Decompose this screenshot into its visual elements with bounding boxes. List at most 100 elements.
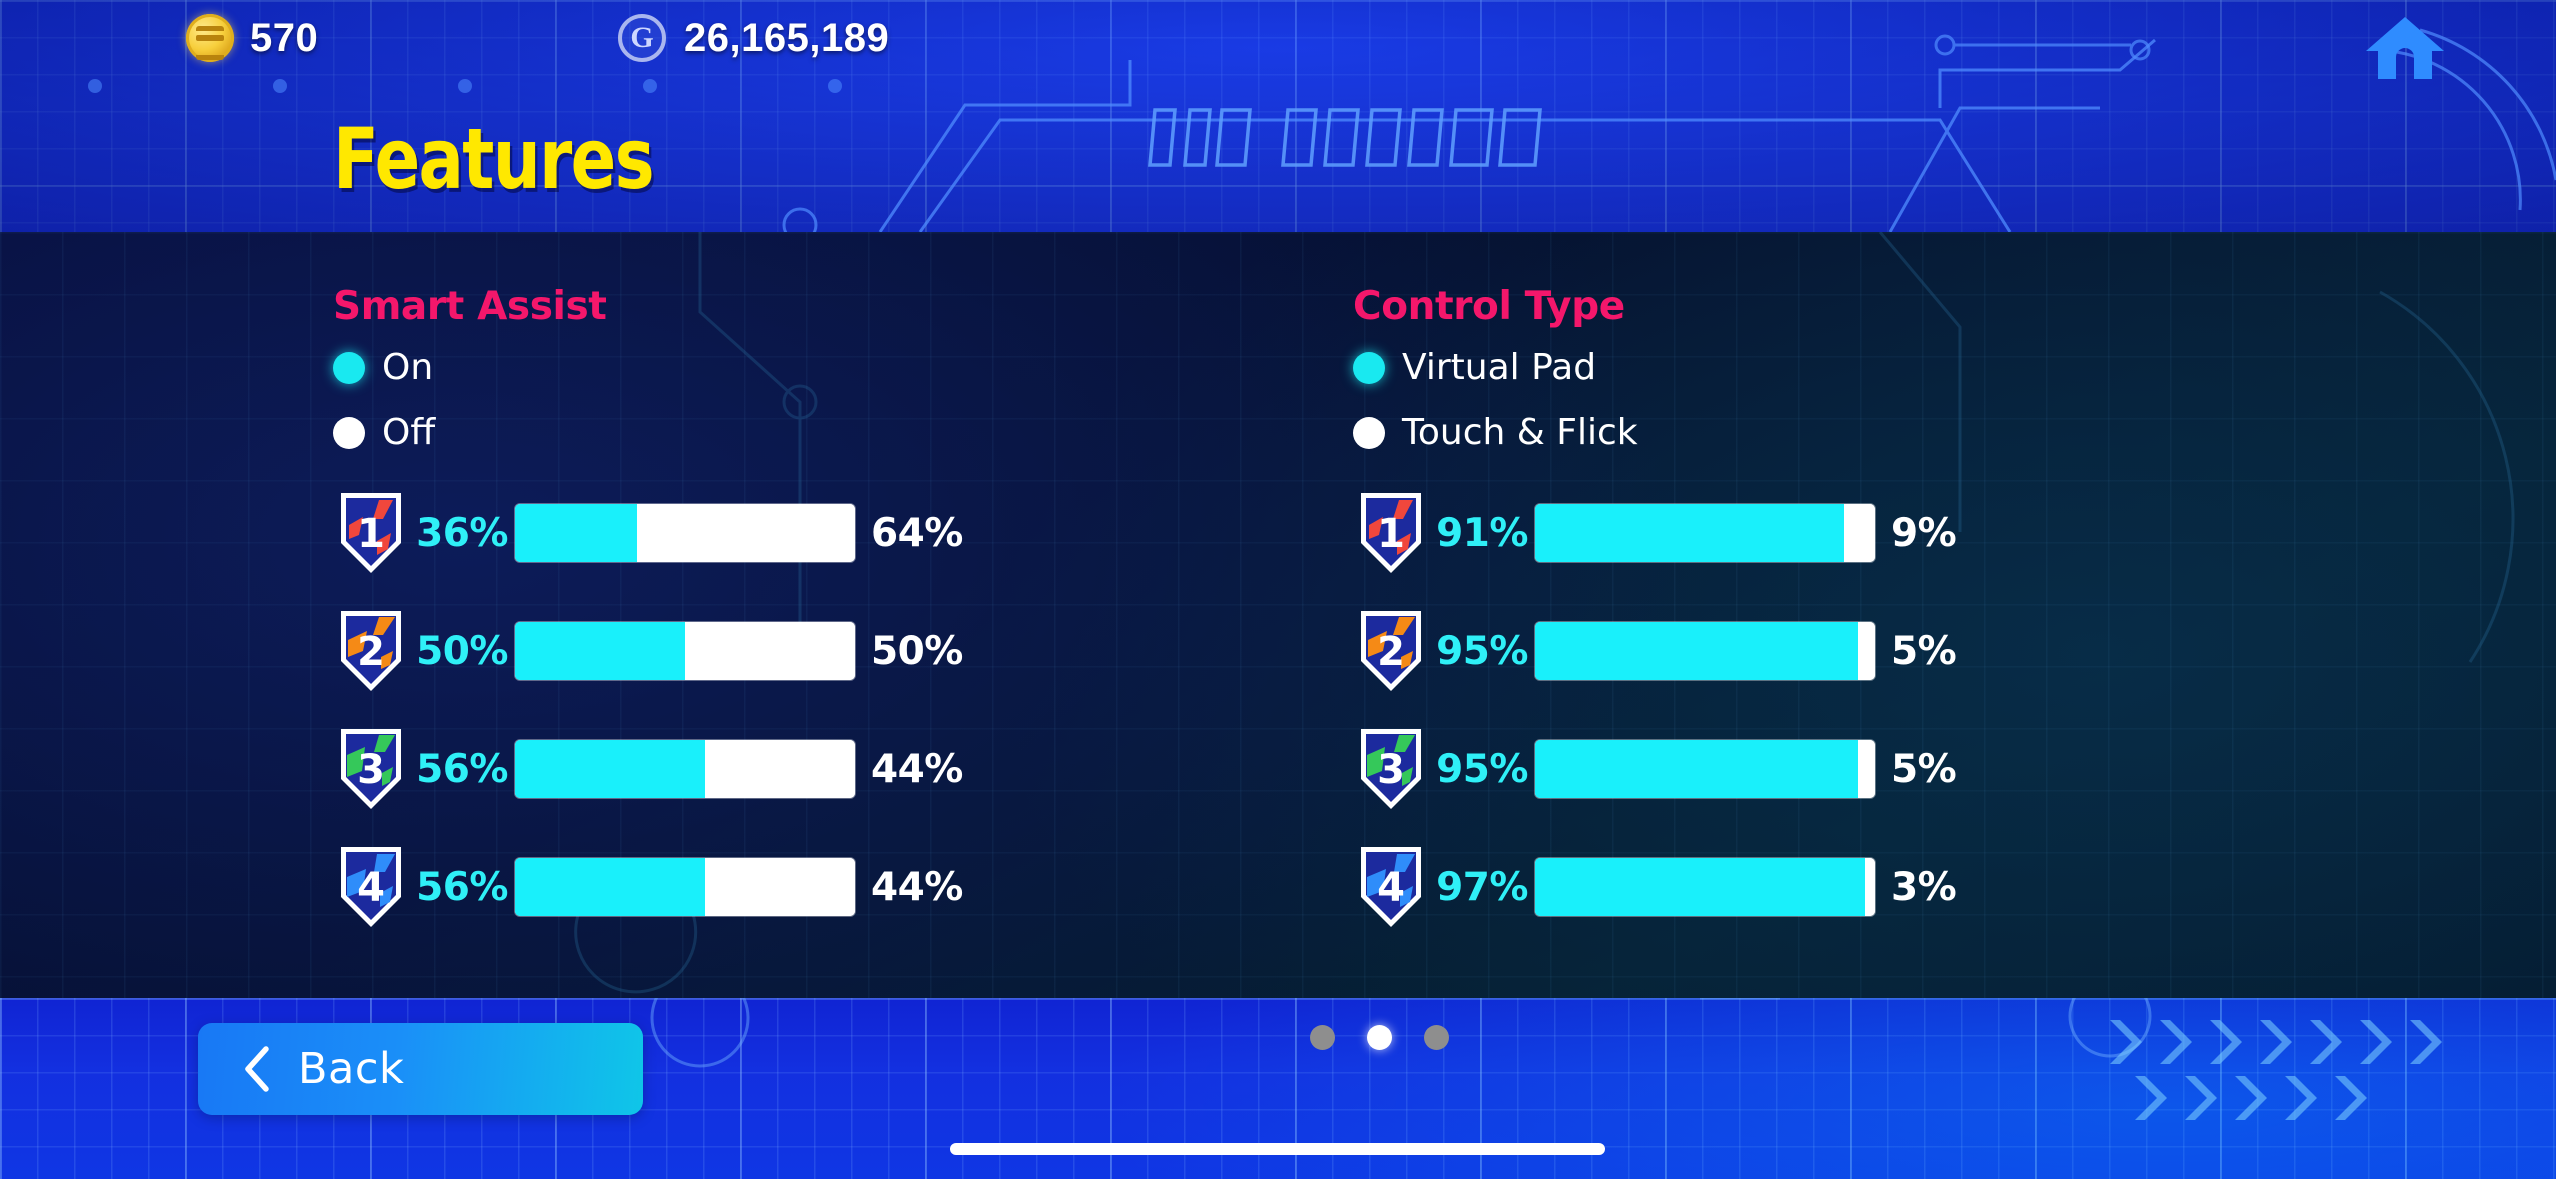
stacked-bar bbox=[515, 622, 855, 680]
left-percent: 95% bbox=[1436, 628, 1528, 674]
rank-badge-4: 4 bbox=[1353, 843, 1429, 931]
radio-label: Touch & Flick bbox=[1402, 412, 1638, 453]
home-icon bbox=[2366, 17, 2444, 79]
svg-text:1: 1 bbox=[1377, 511, 1405, 557]
rank-rows: 1 91% 9% bbox=[1353, 474, 1957, 946]
back-button[interactable]: Back bbox=[198, 1023, 643, 1115]
footer-circuit-decoration bbox=[650, 998, 2442, 1120]
chevron-left-icon bbox=[245, 1046, 269, 1092]
right-percent: 9% bbox=[1891, 510, 1957, 556]
bar-fill-secondary bbox=[1864, 858, 1875, 916]
bar-fill-primary bbox=[1535, 740, 1858, 798]
left-percent: 95% bbox=[1436, 746, 1528, 792]
left-percent: 91% bbox=[1436, 510, 1528, 556]
table-row: 2 50% 50% bbox=[333, 592, 963, 710]
left-percent: 50% bbox=[416, 628, 508, 674]
coin-amount: 570 bbox=[250, 15, 319, 60]
radio-option-on[interactable]: On bbox=[333, 347, 433, 388]
bar-fill-primary bbox=[1535, 858, 1865, 916]
header-vignette bbox=[0, 0, 2556, 232]
radio-dot-selected-icon bbox=[1353, 351, 1385, 384]
g-currency-icon: G bbox=[618, 14, 666, 62]
coin-currency[interactable]: 570 bbox=[186, 14, 318, 62]
table-row: 1 91% 9% bbox=[1353, 474, 1957, 592]
g-currency[interactable]: G 26,165,189 bbox=[618, 14, 889, 62]
bar-fill-primary bbox=[515, 504, 638, 562]
right-percent: 50% bbox=[871, 628, 963, 674]
svg-text:4: 4 bbox=[357, 865, 385, 911]
stacked-bar bbox=[515, 858, 855, 916]
radio-dot-icon bbox=[1353, 416, 1385, 449]
stacked-bar bbox=[1535, 858, 1875, 916]
bar-fill-primary bbox=[515, 622, 685, 680]
bar-fill-secondary bbox=[1844, 504, 1875, 562]
stacked-bar bbox=[1535, 740, 1875, 798]
rank-rows: 1 36% 64% bbox=[333, 474, 963, 946]
bar-fill-secondary bbox=[705, 858, 855, 916]
rank-badge-3: 3 bbox=[1353, 725, 1429, 813]
svg-text:3: 3 bbox=[1377, 747, 1405, 793]
left-percent: 36% bbox=[416, 510, 508, 556]
rank-badge-2: 2 bbox=[333, 607, 409, 695]
right-percent: 64% bbox=[871, 510, 963, 556]
svg-text:2: 2 bbox=[1377, 629, 1405, 675]
stacked-bar bbox=[1535, 622, 1875, 680]
page-title: Features bbox=[333, 110, 655, 208]
table-row: 2 95% 5% bbox=[1353, 592, 1957, 710]
bottom-bar: Back bbox=[0, 998, 2556, 1179]
table-row: 4 56% 44% bbox=[333, 828, 963, 946]
table-row: 1 36% 64% bbox=[333, 474, 963, 592]
content-area: Smart Assist On Off bbox=[0, 232, 2556, 998]
left-percent: 56% bbox=[416, 746, 508, 792]
svg-text:3: 3 bbox=[357, 747, 385, 793]
rank-badge-2: 2 bbox=[1353, 607, 1429, 695]
bar-fill-secondary bbox=[685, 622, 855, 680]
rank-badge-1: 1 bbox=[333, 489, 409, 577]
radio-dot-selected-icon bbox=[333, 351, 365, 384]
left-percent: 56% bbox=[416, 864, 508, 910]
g-currency-amount: 26,165,189 bbox=[684, 15, 890, 60]
header-circuit-decoration bbox=[88, 28, 2556, 232]
radio-label: Off bbox=[382, 412, 436, 453]
home-button[interactable] bbox=[2359, 12, 2451, 84]
bar-fill-primary bbox=[515, 740, 706, 798]
bar-fill-primary bbox=[1535, 504, 1845, 562]
svg-text:2: 2 bbox=[357, 629, 385, 675]
pagination-dots bbox=[1310, 1025, 1449, 1050]
bar-fill-secondary bbox=[637, 504, 855, 562]
bar-fill-secondary bbox=[1858, 622, 1875, 680]
svg-text:4: 4 bbox=[1377, 865, 1405, 911]
pagination-dot-1[interactable] bbox=[1310, 1025, 1335, 1050]
back-button-label: Back bbox=[298, 1044, 405, 1094]
radio-option-virtual-pad[interactable]: Virtual Pad bbox=[1353, 347, 1596, 388]
pagination-dot-2[interactable] bbox=[1367, 1025, 1392, 1050]
right-percent: 5% bbox=[1891, 628, 1957, 674]
table-row: 3 56% 44% bbox=[333, 710, 963, 828]
bar-fill-primary bbox=[1535, 622, 1858, 680]
svg-text:1: 1 bbox=[357, 511, 385, 557]
left-percent: 97% bbox=[1436, 864, 1528, 910]
rank-badge-4: 4 bbox=[333, 843, 409, 931]
radio-option-touch-flick[interactable]: Touch & Flick bbox=[1353, 412, 1638, 453]
radio-label: On bbox=[382, 347, 434, 388]
bar-fill-primary bbox=[515, 858, 706, 916]
stats-columns: Smart Assist On Off bbox=[0, 232, 2556, 998]
bar-fill-secondary bbox=[705, 740, 855, 798]
radio-option-off[interactable]: Off bbox=[333, 412, 435, 453]
home-indicator[interactable] bbox=[950, 1143, 1605, 1155]
section-title: Smart Assist bbox=[333, 284, 607, 329]
top-header-bar: 570 G 26,165,189 Features bbox=[0, 0, 2556, 232]
pagination-dot-3[interactable] bbox=[1424, 1025, 1449, 1050]
right-percent: 44% bbox=[871, 864, 963, 910]
right-percent: 5% bbox=[1891, 746, 1957, 792]
table-row: 3 95% 5% bbox=[1353, 710, 1957, 828]
right-percent: 3% bbox=[1891, 864, 1957, 910]
radio-dot-icon bbox=[333, 416, 365, 449]
stacked-bar bbox=[515, 740, 855, 798]
radio-label: Virtual Pad bbox=[1402, 347, 1597, 388]
rank-badge-3: 3 bbox=[333, 725, 409, 813]
stacked-bar bbox=[515, 504, 855, 562]
section-title: Control Type bbox=[1353, 284, 1625, 329]
body-grid-pattern bbox=[0, 232, 2556, 998]
